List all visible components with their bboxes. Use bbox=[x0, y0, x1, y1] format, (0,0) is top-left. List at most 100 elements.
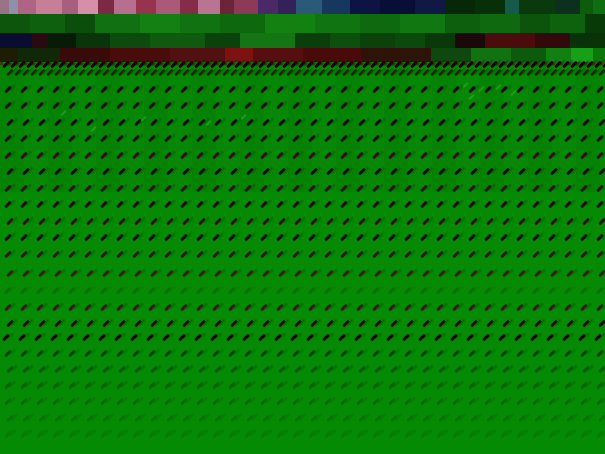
tick-mark bbox=[198, 269, 206, 278]
tick-mark bbox=[294, 269, 302, 278]
tick-mark bbox=[358, 365, 366, 374]
tick-mark bbox=[52, 430, 60, 439]
tick-mark bbox=[244, 381, 252, 390]
tick-mark bbox=[436, 286, 444, 295]
tick-mark bbox=[308, 349, 316, 358]
tick-mark bbox=[86, 217, 94, 226]
tick-mark bbox=[20, 303, 28, 312]
tick-mark bbox=[198, 365, 206, 374]
tick-mark bbox=[340, 430, 348, 439]
tick-mark bbox=[452, 250, 460, 259]
tick-mark bbox=[390, 217, 398, 226]
tick-mark bbox=[212, 430, 220, 439]
tick-mark bbox=[70, 414, 78, 423]
tick-mark bbox=[500, 286, 508, 295]
tick-mark bbox=[4, 381, 12, 390]
tick-mark bbox=[550, 269, 558, 278]
tick-mark bbox=[228, 430, 236, 439]
tick-mark bbox=[52, 303, 60, 312]
tick-mark bbox=[468, 349, 476, 358]
tick-mark bbox=[180, 397, 188, 406]
tick-mark bbox=[438, 414, 446, 423]
tick-mark bbox=[164, 430, 172, 439]
tick-mark bbox=[278, 319, 286, 328]
tick-mark bbox=[500, 381, 508, 390]
tick-mark bbox=[548, 349, 556, 358]
tick-mark bbox=[230, 414, 238, 423]
tick-mark bbox=[532, 349, 540, 358]
tick-mark bbox=[4, 397, 12, 406]
tick-mark bbox=[196, 303, 204, 312]
tick-mark bbox=[244, 286, 252, 295]
tick-mark bbox=[260, 397, 268, 406]
tick-mark bbox=[340, 250, 348, 259]
tick-mark bbox=[150, 319, 158, 328]
tick-mark bbox=[342, 217, 350, 226]
tick-mark bbox=[548, 233, 556, 242]
macroblock bbox=[350, 0, 380, 14]
tick-mark bbox=[342, 414, 350, 423]
macroblock bbox=[360, 33, 395, 48]
tick-mark bbox=[502, 365, 510, 374]
tick-mark bbox=[502, 217, 510, 226]
tick-mark bbox=[228, 286, 236, 295]
macroblock bbox=[95, 14, 140, 33]
tick-mark bbox=[438, 217, 446, 226]
tick-mark bbox=[580, 200, 588, 209]
tick-mark bbox=[370, 333, 378, 342]
tick-mark bbox=[54, 365, 62, 374]
tick-mark bbox=[580, 286, 588, 295]
tick-mark bbox=[518, 269, 526, 278]
tick-mark bbox=[294, 217, 302, 226]
tick-mark bbox=[354, 333, 362, 342]
tick-mark bbox=[596, 381, 604, 390]
tick-mark bbox=[164, 286, 172, 295]
tick-mark bbox=[516, 303, 524, 312]
tick-mark bbox=[228, 200, 236, 209]
tick-mark bbox=[310, 414, 318, 423]
macroblock bbox=[265, 14, 315, 33]
macroblock bbox=[114, 0, 136, 14]
tick-mark bbox=[68, 200, 76, 209]
tick-mark bbox=[68, 349, 76, 358]
tick-mark bbox=[214, 414, 222, 423]
tick-mark bbox=[388, 286, 396, 295]
tick-mark bbox=[214, 269, 222, 278]
macroblock bbox=[519, 0, 555, 14]
macroblock bbox=[546, 48, 571, 62]
tick-mark bbox=[260, 200, 268, 209]
tick-mark bbox=[582, 269, 590, 278]
tick-mark bbox=[164, 250, 172, 259]
tick-mark bbox=[132, 303, 140, 312]
macroblock bbox=[315, 14, 360, 33]
tick-mark bbox=[436, 430, 444, 439]
macroblock bbox=[150, 33, 205, 48]
tick-mark bbox=[342, 269, 350, 278]
tick-mark bbox=[342, 365, 350, 374]
tick-mark bbox=[324, 397, 332, 406]
tick-mark bbox=[292, 349, 300, 358]
macroblock bbox=[580, 0, 593, 14]
tick-mark bbox=[36, 430, 44, 439]
macroblock bbox=[0, 14, 30, 33]
tick-mark bbox=[534, 319, 542, 328]
tick-mark bbox=[292, 233, 300, 242]
tick-mark bbox=[580, 430, 588, 439]
tick-mark bbox=[276, 303, 284, 312]
tick-mark bbox=[420, 250, 428, 259]
tick-mark bbox=[166, 365, 174, 374]
tick-mark bbox=[566, 414, 574, 423]
tick-mark bbox=[70, 365, 78, 374]
tick-mark bbox=[292, 200, 300, 209]
tick-mark bbox=[4, 286, 12, 295]
tick-mark bbox=[148, 200, 156, 209]
tick-mark bbox=[404, 233, 412, 242]
tick-mark bbox=[226, 333, 234, 342]
tick-mark bbox=[148, 381, 156, 390]
tick-mark bbox=[594, 333, 602, 342]
tick-mark bbox=[262, 319, 270, 328]
macroblock bbox=[425, 33, 455, 48]
tick-mark bbox=[34, 333, 42, 342]
tick-mark bbox=[356, 303, 364, 312]
tick-mark bbox=[166, 217, 174, 226]
